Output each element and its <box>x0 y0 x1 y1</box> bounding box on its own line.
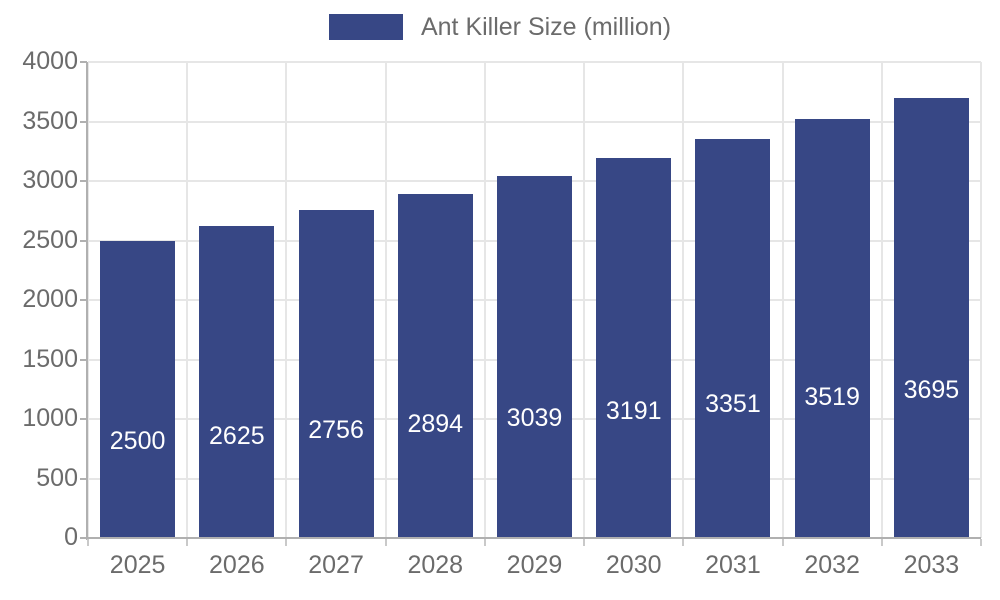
y-axis-tick-mark <box>80 239 87 242</box>
y-axis-tick-label: 0 <box>64 523 78 551</box>
x-axis-tick-label: 2029 <box>506 551 563 579</box>
y-axis-tick-label: 4000 <box>22 47 78 75</box>
bar-value-label: 2500 <box>109 427 166 456</box>
x-axis-tick-label: 2026 <box>209 551 265 579</box>
x-axis-tick-mark <box>781 539 784 546</box>
y-axis-tick-mark <box>80 537 87 539</box>
bar-value-label: 3519 <box>804 383 860 412</box>
plot-area: 2500 2625 2756 2894 3039 3191 3351 3519 3695 <box>87 61 982 539</box>
y-axis: 0 500 1000 1500 2000 2500 3000 3500 4000 <box>0 0 87 600</box>
x-axis-tick-label: 2031 <box>705 551 761 579</box>
y-axis-tick-label: 3500 <box>22 106 78 135</box>
y-axis-tick-mark <box>80 180 87 182</box>
x-axis-tick-label: 2025 <box>109 551 166 579</box>
legend-color-swatch-icon <box>328 14 403 40</box>
legend-item-label: Ant Killer Size (million) <box>420 12 672 41</box>
y-axis-tick-mark <box>80 61 87 63</box>
gridline-horizontal <box>88 61 981 63</box>
x-axis-line <box>88 537 981 539</box>
y-axis-tick-label: 2000 <box>22 285 78 313</box>
y-axis-tick-label: 3000 <box>22 166 78 194</box>
x-axis-tick-mark <box>682 539 685 546</box>
bar[interactable] <box>497 176 572 538</box>
legend-item-ant-killer-size[interactable]: Ant Killer Size (million) <box>328 12 672 41</box>
bar-value-label: 3351 <box>705 390 761 419</box>
x-axis-tick-mark <box>87 539 89 546</box>
gridline-vertical <box>285 62 288 538</box>
bar[interactable] <box>199 225 275 538</box>
bar[interactable] <box>100 240 176 538</box>
y-axis-tick-label: 1500 <box>22 344 78 373</box>
y-axis-tick-mark <box>80 418 87 420</box>
bar-value-label: 3695 <box>903 375 960 404</box>
gridline-vertical <box>682 62 685 538</box>
gridline-vertical <box>186 62 189 538</box>
gridline-vertical <box>384 62 387 538</box>
bar-value-label: 3191 <box>605 397 662 426</box>
bar[interactable] <box>794 119 870 538</box>
x-axis-tick-mark <box>285 539 288 546</box>
bar[interactable] <box>397 193 473 538</box>
x-axis-tick-mark <box>583 539 586 546</box>
y-axis-tick-mark <box>80 477 87 480</box>
gridline-vertical <box>880 62 883 538</box>
gridline-vertical <box>781 62 784 538</box>
chart-legend: Ant Killer Size (million) <box>0 10 1000 44</box>
gridline-horizontal <box>88 120 981 123</box>
x-axis-tick-mark <box>384 539 387 546</box>
bar[interactable] <box>695 139 771 538</box>
x-axis-tick-mark <box>483 539 486 546</box>
bar-value-label: 2625 <box>209 421 265 450</box>
gridline-vertical <box>583 62 586 538</box>
bar[interactable] <box>298 210 374 538</box>
x-axis-tick-label: 2032 <box>804 551 860 579</box>
bar-value-label: 3039 <box>506 404 563 432</box>
y-axis-tick-label: 500 <box>36 463 78 492</box>
bar-value-label: 2894 <box>407 410 464 439</box>
gridline-vertical <box>87 62 89 538</box>
bar[interactable] <box>596 158 672 538</box>
y-axis-tick-label: 2500 <box>22 225 78 254</box>
y-axis-line <box>86 62 88 540</box>
y-axis-tick-mark <box>80 120 87 123</box>
bar-value-label: 2756 <box>308 416 364 445</box>
gridline-vertical <box>980 62 982 538</box>
bar[interactable] <box>893 98 969 538</box>
x-axis-tick-mark <box>186 539 189 546</box>
x-axis-tick-label: 2030 <box>605 551 662 579</box>
y-axis-tick-mark <box>80 358 87 361</box>
x-axis-tick-label: 2033 <box>903 551 960 579</box>
y-axis-tick-label: 1000 <box>22 404 78 432</box>
x-axis-tick-label: 2027 <box>308 551 364 579</box>
x-axis-tick-mark <box>980 539 982 546</box>
gridline-vertical <box>483 62 486 538</box>
x-axis-tick-label: 2028 <box>407 551 464 579</box>
y-axis-tick-mark <box>80 299 87 301</box>
x-axis-tick-mark <box>880 539 883 546</box>
